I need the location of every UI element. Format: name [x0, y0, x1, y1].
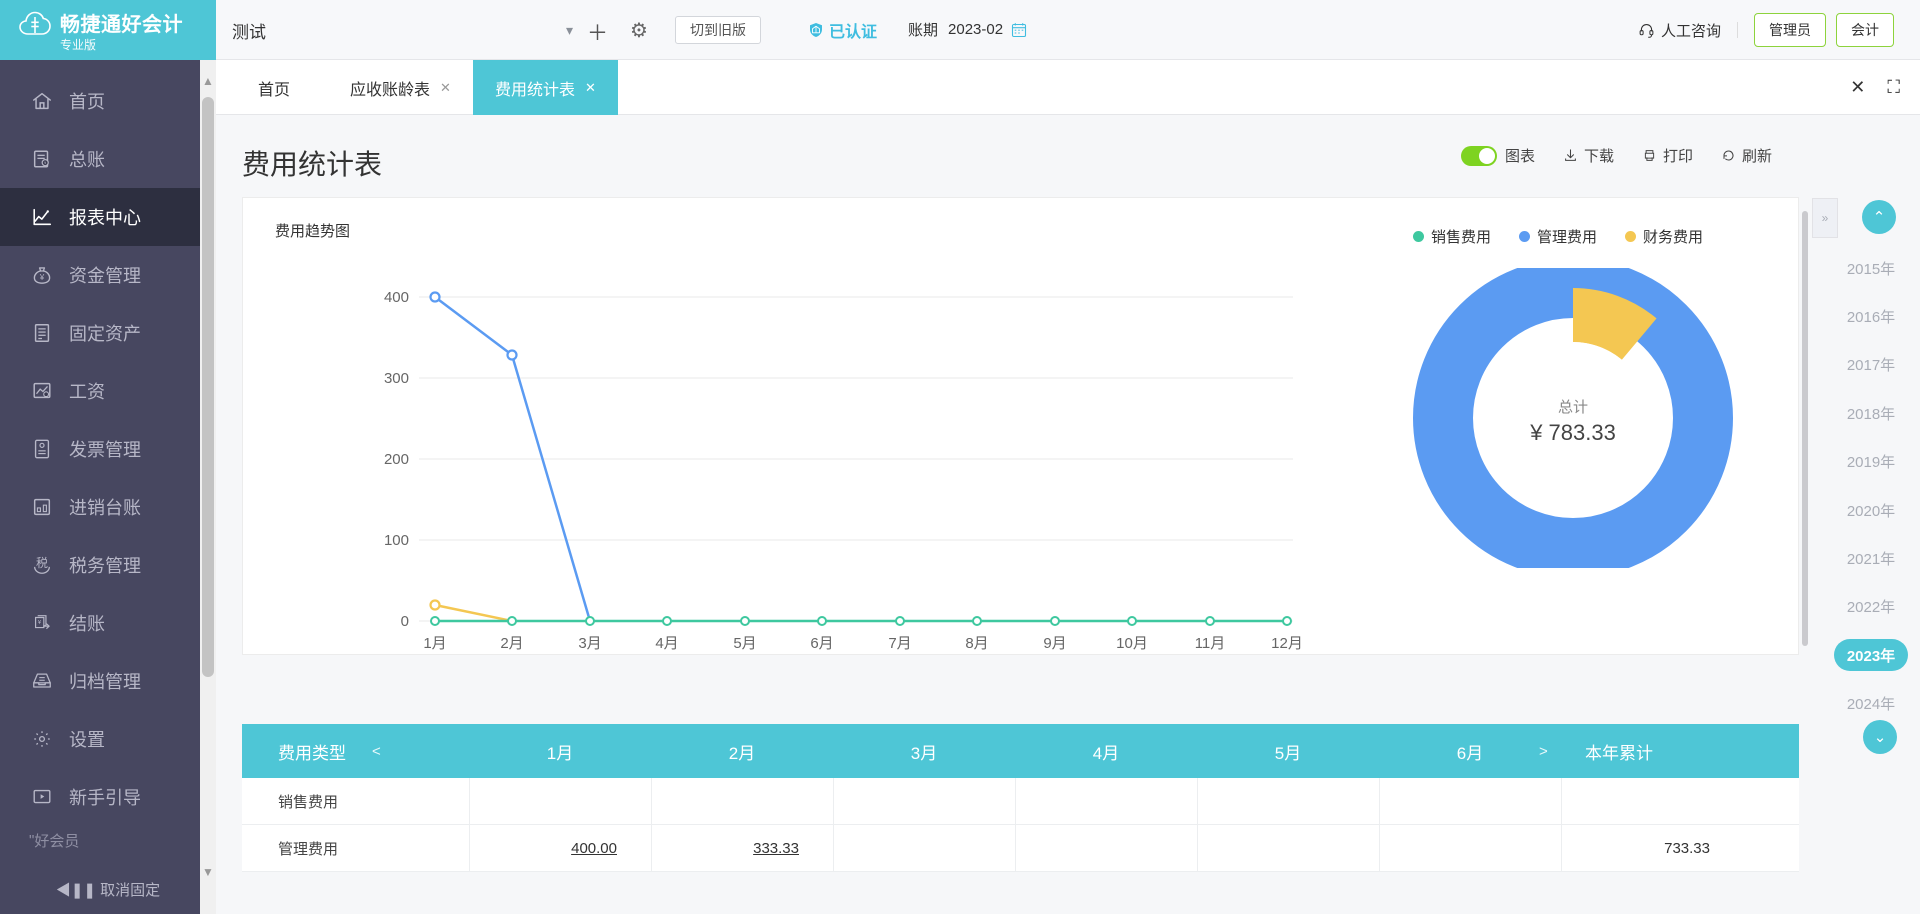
svg-text:税: 税 — [36, 556, 48, 570]
svg-text:¥ 783.33: ¥ 783.33 — [1529, 420, 1616, 445]
svg-text:10月: 10月 — [1116, 635, 1148, 652]
svg-text:7月: 7月 — [888, 635, 911, 652]
svg-text:8月: 8月 — [965, 635, 988, 652]
svg-text:¥: ¥ — [40, 273, 45, 282]
svg-text:5月: 5月 — [733, 635, 756, 652]
svg-text:2月: 2月 — [500, 635, 523, 652]
svg-text:1月: 1月 — [423, 635, 446, 652]
svg-text:12月: 12月 — [1271, 635, 1303, 652]
svg-text:3月: 3月 — [578, 635, 601, 652]
svg-text:0: 0 — [401, 613, 409, 630]
svg-text:6月: 6月 — [810, 635, 833, 652]
svg-text:200: 200 — [384, 451, 409, 468]
svg-text:11月: 11月 — [1195, 635, 1226, 652]
svg-text:300: 300 — [384, 370, 409, 387]
svg-text:9月: 9月 — [1043, 635, 1066, 652]
svg-text:4月: 4月 — [655, 635, 678, 652]
svg-text:100: 100 — [384, 532, 409, 549]
svg-text:总计: 总计 — [1558, 399, 1588, 416]
svg-text:¥: ¥ — [38, 620, 42, 626]
svg-text:400: 400 — [384, 289, 409, 306]
